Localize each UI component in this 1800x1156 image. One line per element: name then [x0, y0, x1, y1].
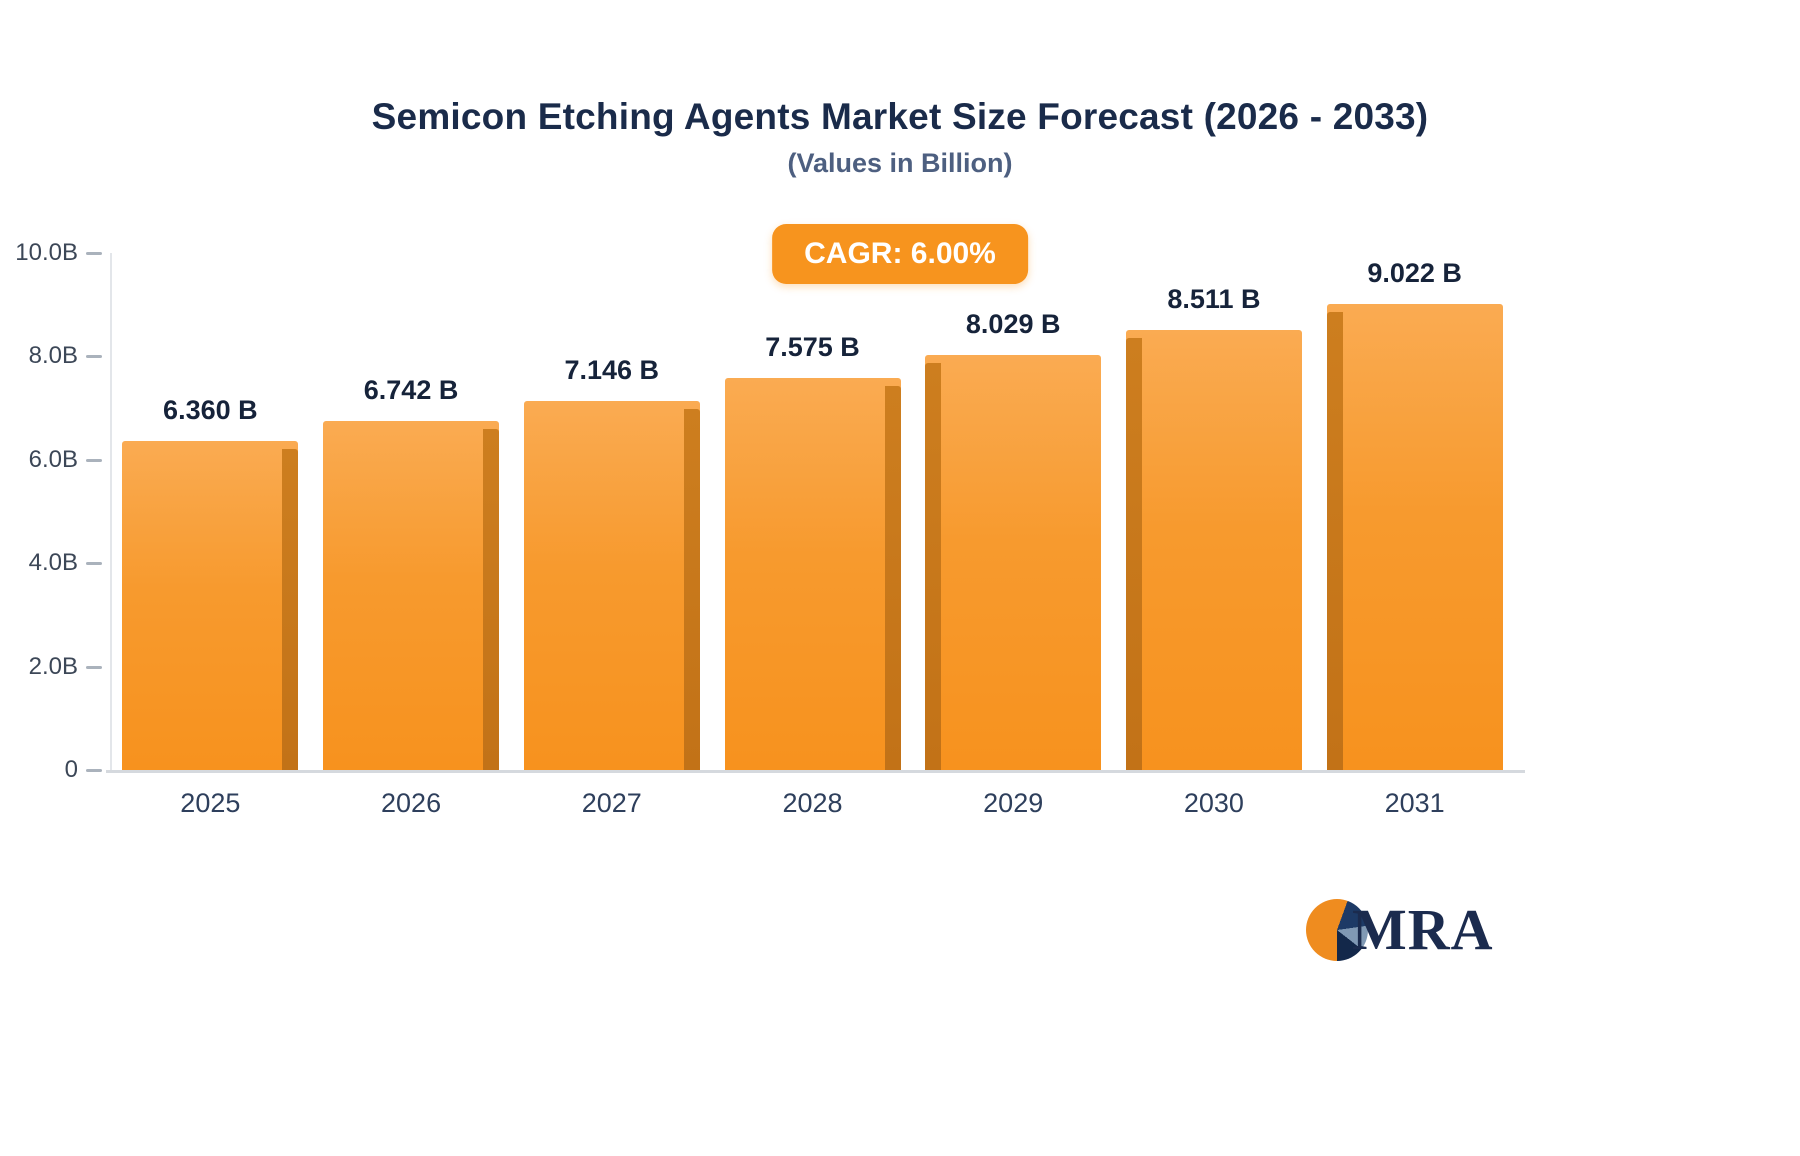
- bar-value-label: 8.511 B: [1167, 283, 1261, 314]
- chart-subtitle: (Values in Billion): [787, 148, 1013, 178]
- bar-3d-side: [925, 362, 942, 770]
- y-axis-label: 0: [64, 756, 78, 783]
- chart-title: Semicon Etching Agents Market Size Forec…: [371, 96, 1429, 137]
- x-axis-label: 2028: [782, 788, 843, 818]
- bar-2025: [122, 441, 299, 770]
- bar-value-label: 7.146 B: [564, 354, 660, 385]
- bar-value-label: 6.360 B: [163, 395, 258, 426]
- bar-2031: [1326, 303, 1503, 770]
- x-axis-label: 2030: [1183, 788, 1244, 818]
- y-axis-label: 10.0B: [15, 239, 78, 266]
- y-axis-label: 4.0B: [28, 549, 78, 577]
- bar-3d-side: [1326, 311, 1343, 770]
- bar-3d-side: [884, 386, 901, 770]
- bar-value-label: 8.029 B: [965, 308, 1061, 339]
- y-axis-tick: [86, 355, 102, 359]
- mra-logo-text: MRA: [1352, 897, 1494, 962]
- x-axis-label: 2031: [1384, 788, 1445, 818]
- mra-logo: MRA: [1306, 896, 1494, 963]
- y-axis-label: 6.0B: [28, 445, 78, 473]
- bar-2028: [724, 378, 901, 770]
- y-axis-tick: [86, 665, 102, 669]
- bar-value-label: 9.022 B: [1367, 257, 1462, 288]
- bar-2026: [323, 421, 500, 770]
- bar-2027: [523, 400, 700, 770]
- y-axis-tick: [86, 252, 102, 255]
- x-axis-label: 2029: [983, 788, 1044, 818]
- cagr-badge: CAGR: 6.00%: [772, 224, 1028, 284]
- y-axis-tick: [86, 562, 102, 566]
- x-axis-label: 2026: [381, 788, 442, 818]
- bar-2029: [925, 354, 1102, 770]
- bar-value-label: 6.742 B: [363, 375, 459, 406]
- bar-value-label: 7.575 B: [765, 332, 860, 363]
- bar-3d-side: [683, 408, 700, 770]
- x-axis-label: 2025: [180, 788, 241, 818]
- y-axis-label: 2.0B: [28, 652, 78, 680]
- bar-3d-side: [282, 449, 299, 770]
- bar-2030: [1125, 329, 1302, 770]
- bar-3d-side: [483, 429, 500, 770]
- y-axis-line: [110, 253, 112, 770]
- mra-logo-pie-icon: [1306, 898, 1368, 961]
- y-axis-tick: [86, 769, 102, 772]
- y-axis-label: 8.0B: [28, 342, 78, 370]
- x-axis-label: 2027: [581, 788, 642, 818]
- y-axis-tick: [86, 458, 102, 462]
- x-axis-baseline: [106, 770, 1525, 773]
- bar-3d-side: [1125, 337, 1142, 770]
